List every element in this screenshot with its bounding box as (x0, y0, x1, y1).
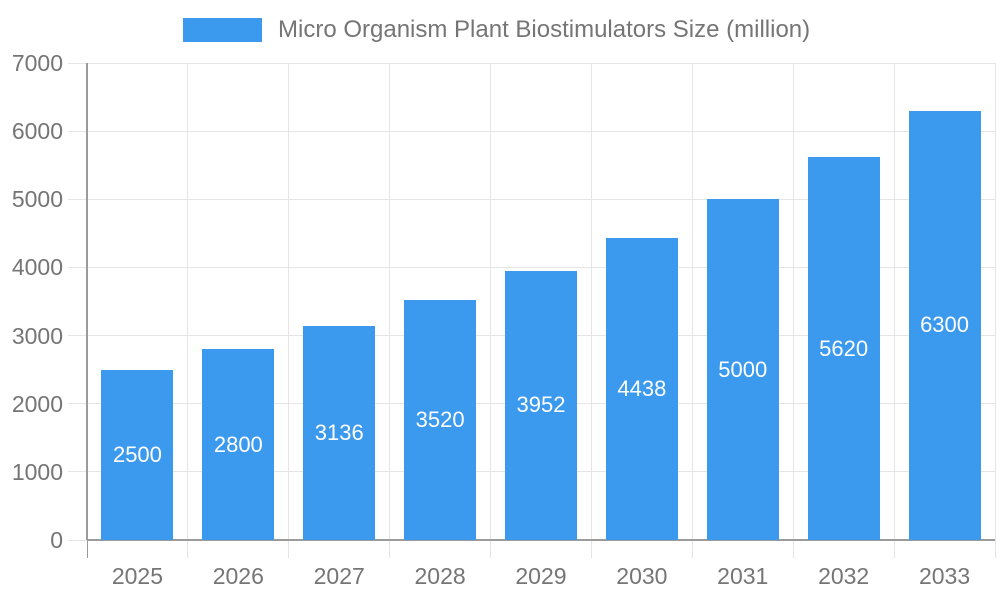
bar-value-label: 5000 (718, 356, 768, 382)
y-tick-mark (68, 539, 87, 541)
bar[interactable]: 2800 (202, 349, 275, 540)
bar-value-label: 3520 (415, 407, 465, 433)
x-tick-label: 2026 (212, 563, 264, 589)
y-tick-mark (68, 335, 87, 337)
y-tick-mark (68, 471, 87, 473)
x-tick-label: 2028 (414, 563, 466, 589)
y-tick-mark (68, 62, 87, 64)
x-tick-label: 2027 (313, 563, 365, 589)
h-gridline (87, 130, 995, 132)
bar-value-label: 3952 (516, 392, 566, 418)
bar-value-label: 2800 (213, 431, 263, 457)
y-tick-mark (68, 266, 87, 268)
y-tick-label: 2000 (11, 390, 63, 417)
bar-value-label: 4438 (617, 375, 667, 401)
y-tick-label: 7000 (11, 50, 63, 76)
x-tick-mark (792, 540, 794, 558)
x-tick-mark (288, 540, 290, 558)
bar-value-label: 5620 (819, 335, 869, 361)
v-gridline (792, 63, 794, 540)
y-tick-label: 4000 (11, 254, 63, 281)
v-gridline (691, 63, 693, 540)
x-tick-mark (994, 540, 996, 558)
v-gridline (893, 63, 895, 540)
y-tick-label: 1000 (11, 458, 63, 485)
x-axis-line (87, 539, 995, 541)
h-gridline (87, 266, 995, 268)
bar[interactable]: 3520 (404, 300, 477, 540)
bar[interactable]: 3952 (505, 270, 577, 540)
bar-value-label: 6300 (920, 312, 970, 338)
bar[interactable]: 2500 (101, 369, 174, 540)
v-gridline (187, 63, 189, 540)
legend-label: Micro Organism Plant Biostimulators Size… (278, 16, 811, 43)
x-tick-label: 2033 (918, 563, 971, 589)
legend-item[interactable]: Micro Organism Plant Biostimulators Size… (183, 16, 810, 44)
y-tick-mark (68, 130, 87, 132)
y-tick-label: 3000 (11, 322, 63, 349)
bar[interactable]: 4438 (605, 237, 678, 540)
v-gridline (389, 63, 391, 540)
x-tick-mark (590, 540, 592, 558)
x-tick-label: 2025 (111, 563, 164, 589)
x-tick-label: 2029 (515, 563, 567, 589)
v-gridline (994, 63, 996, 540)
y-tick-label: 6000 (11, 118, 63, 145)
bar[interactable]: 5000 (706, 199, 779, 540)
x-tick-label: 2030 (616, 563, 668, 589)
x-tick-label: 2031 (717, 563, 769, 589)
y-tick-label: 5000 (11, 186, 63, 213)
bar-value-label: 3136 (314, 420, 364, 446)
x-tick-mark (187, 540, 189, 558)
legend-swatch (183, 18, 262, 42)
x-tick-mark (893, 540, 895, 558)
x-tick-mark (389, 540, 391, 558)
h-gridline (87, 62, 995, 64)
x-tick-label: 2032 (818, 563, 870, 589)
h-gridline (87, 198, 995, 200)
x-tick-mark (86, 540, 88, 558)
v-gridline (490, 63, 492, 540)
v-gridline (288, 63, 290, 540)
y-tick-mark (68, 403, 87, 405)
y-axis-line (86, 63, 88, 540)
bar[interactable]: 3136 (303, 326, 376, 540)
bar[interactable]: 5620 (807, 157, 880, 540)
bar-value-label: 2500 (112, 441, 162, 467)
bar[interactable]: 6300 (908, 110, 981, 540)
y-tick-label: 0 (50, 527, 63, 553)
y-tick-mark (68, 198, 87, 200)
x-tick-mark (691, 540, 693, 558)
v-gridline (590, 63, 592, 540)
x-tick-mark (490, 540, 492, 558)
